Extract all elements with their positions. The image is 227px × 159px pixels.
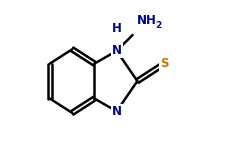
Text: NH: NH	[137, 14, 157, 27]
Text: H: H	[112, 22, 122, 35]
Text: N: N	[112, 105, 122, 118]
Text: 2: 2	[156, 21, 162, 30]
Text: N: N	[112, 44, 122, 57]
Text: S: S	[160, 57, 169, 70]
